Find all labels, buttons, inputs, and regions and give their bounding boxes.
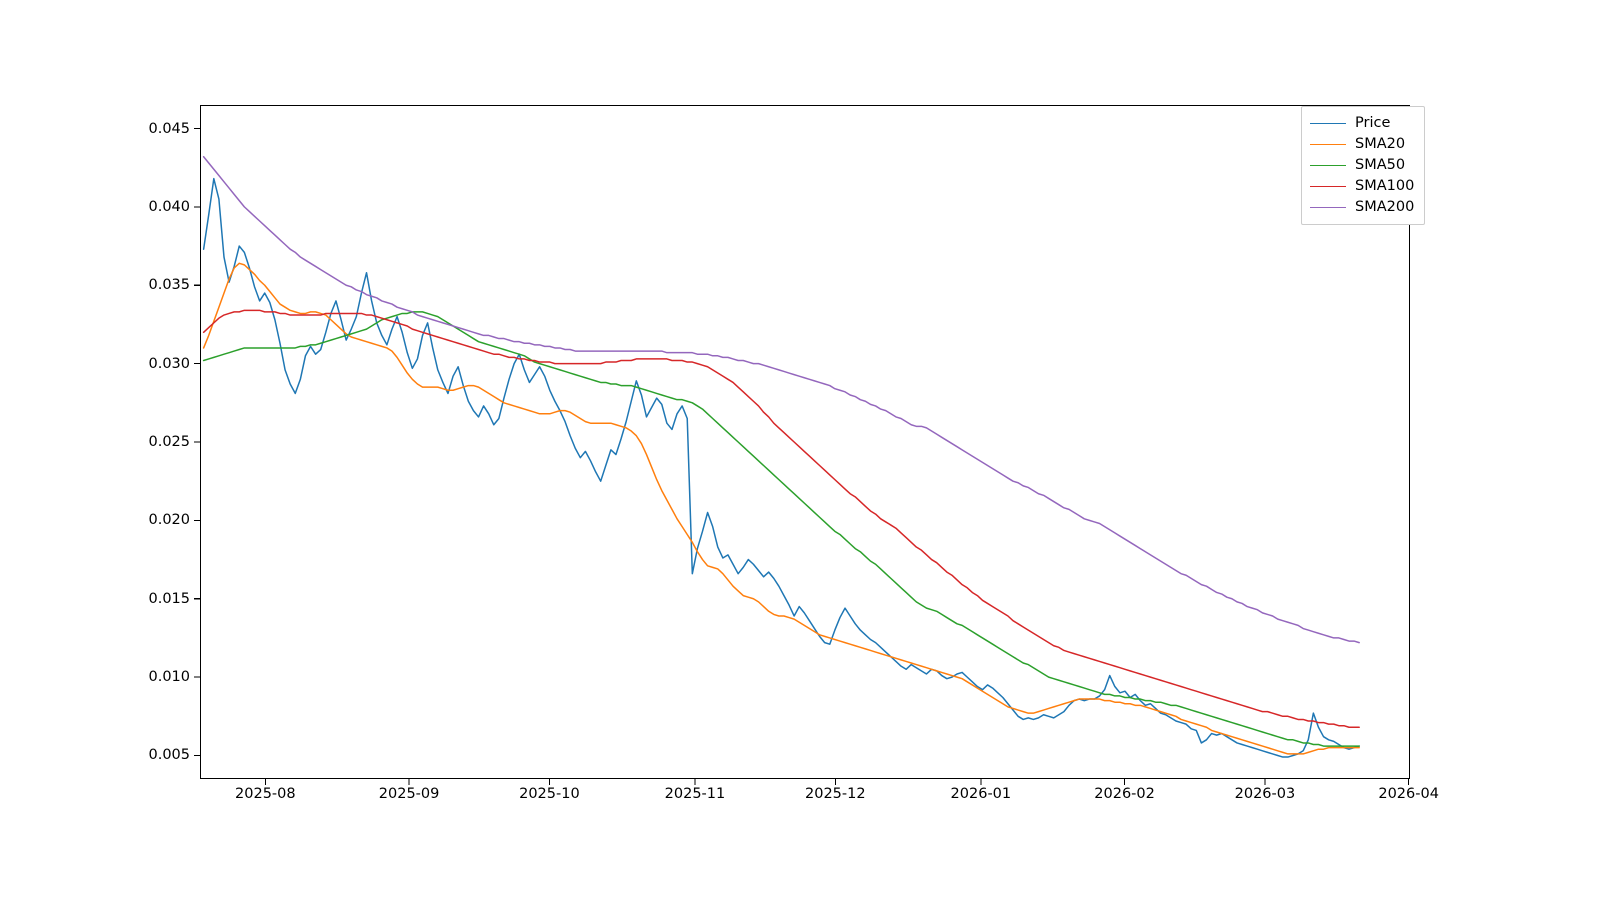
y-tick-label: 0.010 — [148, 669, 190, 686]
series-group — [202, 155, 1360, 758]
x-tick-label: 2026-01 — [950, 786, 1012, 802]
y-tick-label: 0.005 — [148, 747, 190, 764]
legend-swatch-sma200 — [1310, 207, 1346, 208]
legend-swatch-sma50 — [1310, 165, 1346, 166]
y-tick-label: 0.040 — [148, 198, 190, 215]
x-tick-label: 2026-03 — [1234, 786, 1296, 802]
legend-item-sma200[interactable]: SMA200 — [1310, 197, 1414, 218]
y-tick-label: 0.025 — [148, 434, 190, 450]
x-tick-label: 2025-08 — [235, 786, 296, 802]
x-tick-label: 2025-10 — [519, 786, 580, 802]
tick-marks — [194, 127, 1410, 785]
x-tick-label: 2025-09 — [378, 786, 440, 802]
x-tick-label: 2026-02 — [1094, 786, 1155, 802]
x-tick-label: 2025-12 — [805, 786, 866, 802]
legend-label: SMA20 — [1355, 136, 1406, 153]
legend-label: SMA200 — [1355, 199, 1415, 216]
legend-swatch-price — [1310, 123, 1346, 124]
y-tick-label: 0.020 — [148, 512, 190, 529]
y-tick-label: 0.015 — [148, 590, 190, 607]
legend-swatch-sma20 — [1310, 144, 1346, 145]
plot-area — [194, 104, 1411, 785]
series-line-sma200 — [202, 155, 1360, 644]
chart-legend[interactable]: Price SMA20 SMA50 SMA100 SMA200 — [1301, 106, 1426, 225]
legend-item-price[interactable]: Price — [1310, 113, 1414, 134]
legend-label: Price — [1355, 115, 1391, 132]
legend-item-sma50[interactable]: SMA50 — [1310, 155, 1414, 176]
series-line-sma20 — [202, 262, 1360, 755]
x-tick-label: 2026-04 — [1378, 786, 1439, 802]
series-line-price — [202, 177, 1360, 758]
legend-swatch-sma100 — [1310, 186, 1346, 187]
y-tick-label: 0.030 — [148, 355, 190, 372]
y-tick-label: 0.035 — [148, 277, 190, 294]
legend-item-sma20[interactable]: SMA20 — [1310, 134, 1414, 155]
y-tick-label: 0.045 — [148, 120, 190, 137]
series-line-sma50 — [202, 311, 1360, 747]
legend-label: SMA50 — [1355, 157, 1406, 174]
x-tick-label: 2025-11 — [664, 786, 726, 802]
axes-spines — [199, 104, 1411, 780]
legend-item-sma100[interactable]: SMA100 — [1310, 176, 1414, 197]
plot-svg — [194, 104, 1411, 785]
legend-label: SMA100 — [1355, 178, 1415, 195]
x-axis-tick-labels: 2025-08 2025-09 2025-10 2025-11 2025-12 2026-… — [200, 786, 1439, 810]
series-line-sma100 — [202, 309, 1360, 729]
y-axis-tick-labels: 0.005 0.010 0.015 0.020 0.025 0.030 0.035 0.040… — [110, 105, 190, 779]
